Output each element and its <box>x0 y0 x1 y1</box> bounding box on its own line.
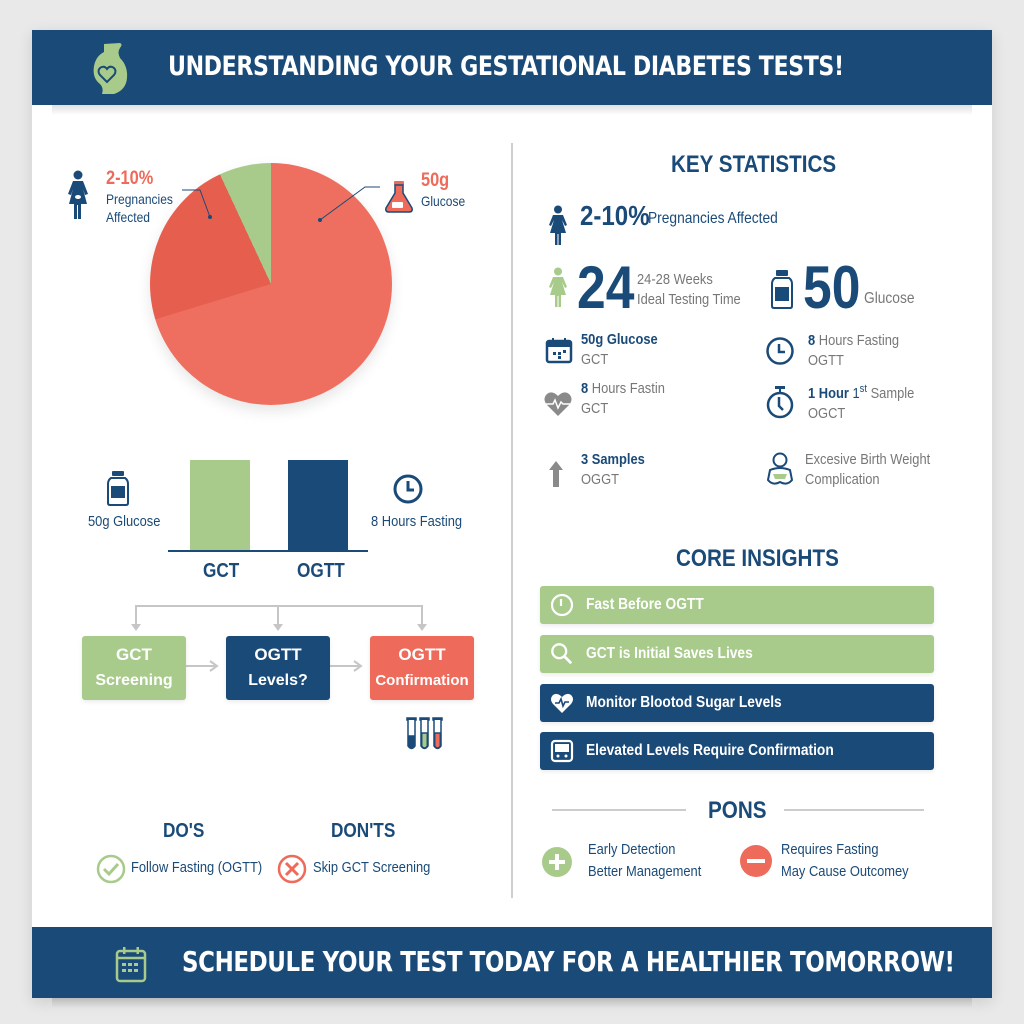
insight-fast-before-ogtt: Fast Before OGTT <box>540 586 934 624</box>
insight-monitor-blood-sugar: Monitor Blootod Sugar Levels <box>540 684 934 722</box>
x-circle-icon <box>277 854 307 889</box>
donts-heading: DON'TS <box>331 820 396 842</box>
test-tubes-icon <box>405 716 445 757</box>
pregnant-belly-heart-icon <box>90 40 130 101</box>
stat-pregnancies-label: Pregnancies Affected <box>648 210 778 227</box>
call-to-action: SCHEDULE YOUR TEST TODAY FOR A HEALTHIER… <box>182 945 955 978</box>
calendar-icon <box>114 945 148 988</box>
footer-banner[interactable]: SCHEDULE YOUR TEST TODAY FOR A HEALTHIER… <box>32 927 992 1008</box>
column-divider <box>511 143 513 898</box>
stat-glucose-label: Glucose <box>864 290 915 307</box>
woman-green-icon <box>547 267 569 314</box>
pons-divider-right <box>784 809 924 811</box>
clock-icon <box>765 336 795 371</box>
stat-item-birth-weight: Excesive Birth Weight Complication <box>805 451 931 488</box>
plus-circle-icon <box>542 847 572 882</box>
do-item: Follow Fasting (OGTT) <box>131 859 263 876</box>
flow-connector-drop-2 <box>277 605 279 627</box>
clock-icon <box>392 473 424 510</box>
woman-icon <box>547 205 569 252</box>
bar-ogtt <box>288 460 348 551</box>
flask-icon <box>384 180 414 219</box>
arrow-up-icon <box>548 460 564 493</box>
stat-item-8-hours-fastin: 8 Hours Fastin GCT <box>581 380 665 417</box>
pie-right-label: 50g Glucose <box>421 170 466 209</box>
stopwatch-icon <box>765 385 795 424</box>
heartbeat-icon <box>543 390 573 423</box>
page-title: UNDERSTANDING YOUR GESTATIONAL DIABETES … <box>168 51 844 82</box>
heart-icon <box>550 691 574 715</box>
monitor-device-icon <box>550 739 574 763</box>
stat-item-3-samples: 3 Samples OGGT <box>581 451 645 488</box>
stat-item-50g-glucose: 50g Glucose GCT <box>581 331 658 368</box>
pons-heading: PONS <box>708 797 767 824</box>
insight-gct-initial: GCT is Initial Saves Lives <box>540 635 934 673</box>
stat-item-8-hours-fasting: 8 Hours Fasting OGTT <box>808 332 900 369</box>
pie-left-label: 2-10% Pregnancies Affected <box>106 168 173 225</box>
insight-elevated-levels: Elevated Levels Require Confirmation <box>540 732 934 770</box>
flow-step-gct-screening: GCT Screening <box>82 636 186 700</box>
calendar-icon <box>545 336 573 369</box>
bar-right-caption: 8 Hours Fasting <box>371 513 463 530</box>
glucose-bottle-icon <box>107 470 129 511</box>
stat-weeks-label: 24-28 Weeks Ideal Testing Time <box>637 271 741 308</box>
stat-item-1-hour-sample: 1 Hour 1st Sample OGCT <box>808 383 915 422</box>
flow-connector-drop-1 <box>135 605 137 627</box>
baby-icon <box>765 452 795 493</box>
dos-heading: DO'S <box>163 820 205 842</box>
stat-weeks-value: 24 <box>577 254 635 321</box>
flow-step-ogtt-levels: OGTT Levels? <box>226 636 330 700</box>
pregnant-woman-icon <box>66 170 90 227</box>
flow-step-ogtt-confirmation: OGTT Confirmation <box>370 636 474 700</box>
bar-baseline <box>168 550 368 552</box>
flow-arrows <box>131 624 427 672</box>
stat-glucose-value: 50 <box>803 254 861 321</box>
pons-con: Requires Fasting May Cause Outcomey <box>781 841 909 880</box>
clock-icon <box>550 593 574 617</box>
dont-item: Skip GCT Screening <box>313 859 431 876</box>
pie-leader-lines <box>182 186 380 222</box>
bar-left-caption: 50g Glucose <box>88 513 161 530</box>
flow-connector-drop-3 <box>421 605 423 627</box>
search-icon <box>550 642 574 666</box>
key-statistics-heading: KEY STATISTICS <box>671 151 837 178</box>
stat-pregnancies-affected: 2-10% <box>580 200 650 231</box>
check-circle-icon <box>96 854 126 889</box>
pie-chart <box>150 163 392 405</box>
bottle-icon <box>771 269 793 314</box>
bar-gct <box>190 460 250 551</box>
minus-circle-icon <box>740 845 772 882</box>
bar-label-ogtt: OGTT <box>297 560 345 582</box>
header-banner: UNDERSTANDING YOUR GESTATIONAL DIABETES … <box>32 30 992 115</box>
pons-divider-left <box>552 809 686 811</box>
pons-pro: Early Detection Better Management <box>588 841 702 880</box>
core-insights-heading: CORE INSIGHTS <box>676 545 839 572</box>
bar-label-gct: GCT <box>203 560 240 582</box>
